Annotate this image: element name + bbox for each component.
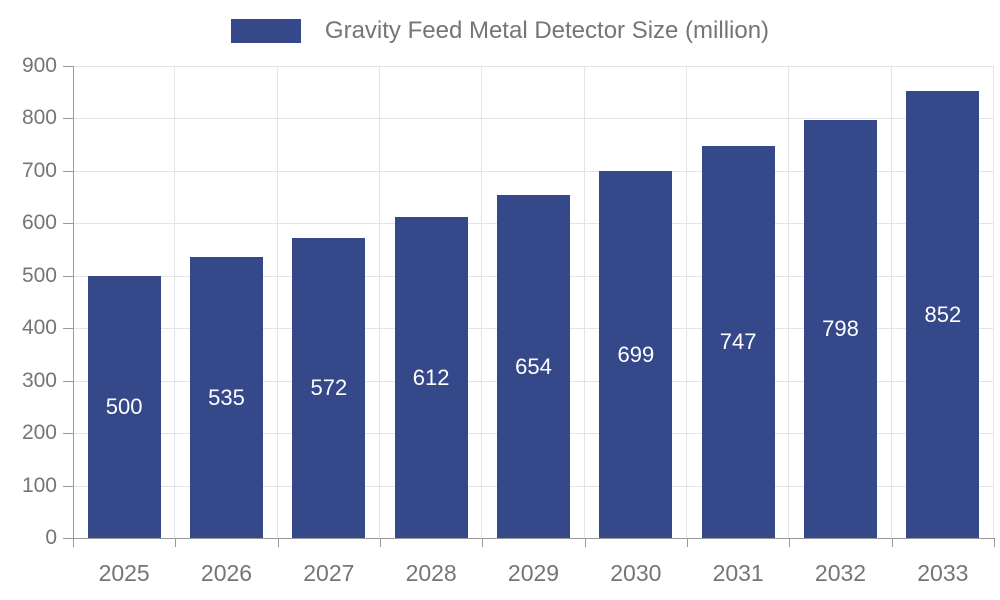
vertical-gridline [788, 66, 790, 538]
vertical-gridline [890, 66, 892, 538]
x-axis-tick [789, 538, 791, 547]
y-axis-tick [63, 433, 73, 435]
y-axis-tick-label: 300 [21, 368, 57, 392]
x-axis-tick [994, 538, 995, 547]
bar[interactable]: 852 [906, 91, 980, 538]
y-axis-tick-label: 0 [45, 526, 57, 549]
x-axis-tick-label: 2029 [507, 560, 560, 586]
x-axis-tick-label: 2027 [303, 560, 355, 586]
y-axis-tick [63, 485, 73, 487]
bar-value-label: 500 [105, 393, 143, 419]
x-axis-tick-label: 2033 [917, 560, 969, 586]
x-axis-tick [380, 538, 381, 547]
bar-value-label: 747 [719, 329, 757, 355]
x-axis-tick-label: 2032 [814, 560, 867, 586]
bar[interactable]: 654 [497, 195, 570, 538]
vertical-gridline [481, 66, 483, 538]
y-axis-tick [63, 538, 73, 539]
bar[interactable]: 500 [87, 275, 161, 538]
bar[interactable]: 572 [292, 238, 366, 538]
horizontal-gridline [73, 66, 994, 67]
bar[interactable]: 747 [701, 146, 775, 538]
legend-swatch [230, 19, 301, 43]
x-axis-tick [482, 538, 484, 547]
y-axis-tick [63, 223, 73, 225]
y-axis-tick-label: 100 [21, 473, 57, 497]
x-axis-tick-label: 2025 [98, 560, 150, 586]
bar-value-label: 612 [412, 364, 450, 390]
bar-value-label: 572 [310, 375, 348, 401]
vertical-gridline [174, 66, 176, 538]
y-axis-tick-label: 500 [21, 263, 57, 287]
bar-value-label: 798 [822, 315, 859, 341]
x-axis-tick-label: 2026 [200, 560, 253, 586]
bar-value-label: 852 [924, 301, 962, 327]
y-axis-tick [63, 275, 73, 277]
y-axis-tick-label: 400 [21, 316, 57, 340]
bar-value-label: 654 [515, 353, 552, 379]
bar[interactable]: 612 [394, 217, 468, 538]
y-axis-tick [63, 66, 73, 67]
y-axis-tick-label: 600 [21, 211, 57, 235]
horizontal-gridline [73, 170, 994, 172]
x-axis-tick-label: 2030 [610, 560, 662, 586]
x-axis-tick [73, 538, 74, 547]
vertical-gridline [379, 66, 380, 538]
vertical-gridline [276, 66, 278, 538]
x-axis-line [63, 538, 994, 539]
bar[interactable]: 798 [804, 119, 877, 538]
y-axis-tick [63, 328, 73, 330]
x-axis-tick [891, 538, 893, 547]
x-axis-tick [175, 538, 177, 547]
x-axis-tick [687, 538, 688, 547]
horizontal-gridline [73, 118, 994, 120]
y-axis-tick [63, 118, 73, 120]
x-axis-tick [584, 538, 586, 547]
y-axis-tick-label: 800 [21, 106, 57, 130]
x-axis-tick [277, 538, 279, 547]
y-axis-tick-label: 200 [21, 421, 57, 445]
vertical-gridline [583, 66, 585, 538]
legend[interactable]: Gravity Feed Metal Detector Size (millio… [0, 18, 1000, 44]
x-axis-tick-label: 2028 [405, 560, 457, 586]
vertical-gridline [993, 66, 994, 538]
y-axis-tick-label: 900 [21, 54, 57, 77]
y-axis-line [73, 66, 74, 538]
bar-value-label: 699 [617, 341, 655, 367]
plot-area: 500 535 572 612 654 699 747 798 852 [73, 66, 994, 538]
y-axis-tick [63, 170, 73, 172]
y-axis-tick [63, 380, 73, 382]
vertical-gridline [686, 66, 687, 538]
bar[interactable]: 535 [190, 257, 263, 538]
bar[interactable]: 699 [599, 171, 673, 538]
bar-value-label: 535 [208, 384, 245, 410]
y-axis-tick-label: 700 [21, 158, 57, 182]
x-axis-tick-label: 2031 [712, 560, 764, 586]
legend-label: Gravity Feed Metal Detector Size (millio… [324, 17, 770, 44]
